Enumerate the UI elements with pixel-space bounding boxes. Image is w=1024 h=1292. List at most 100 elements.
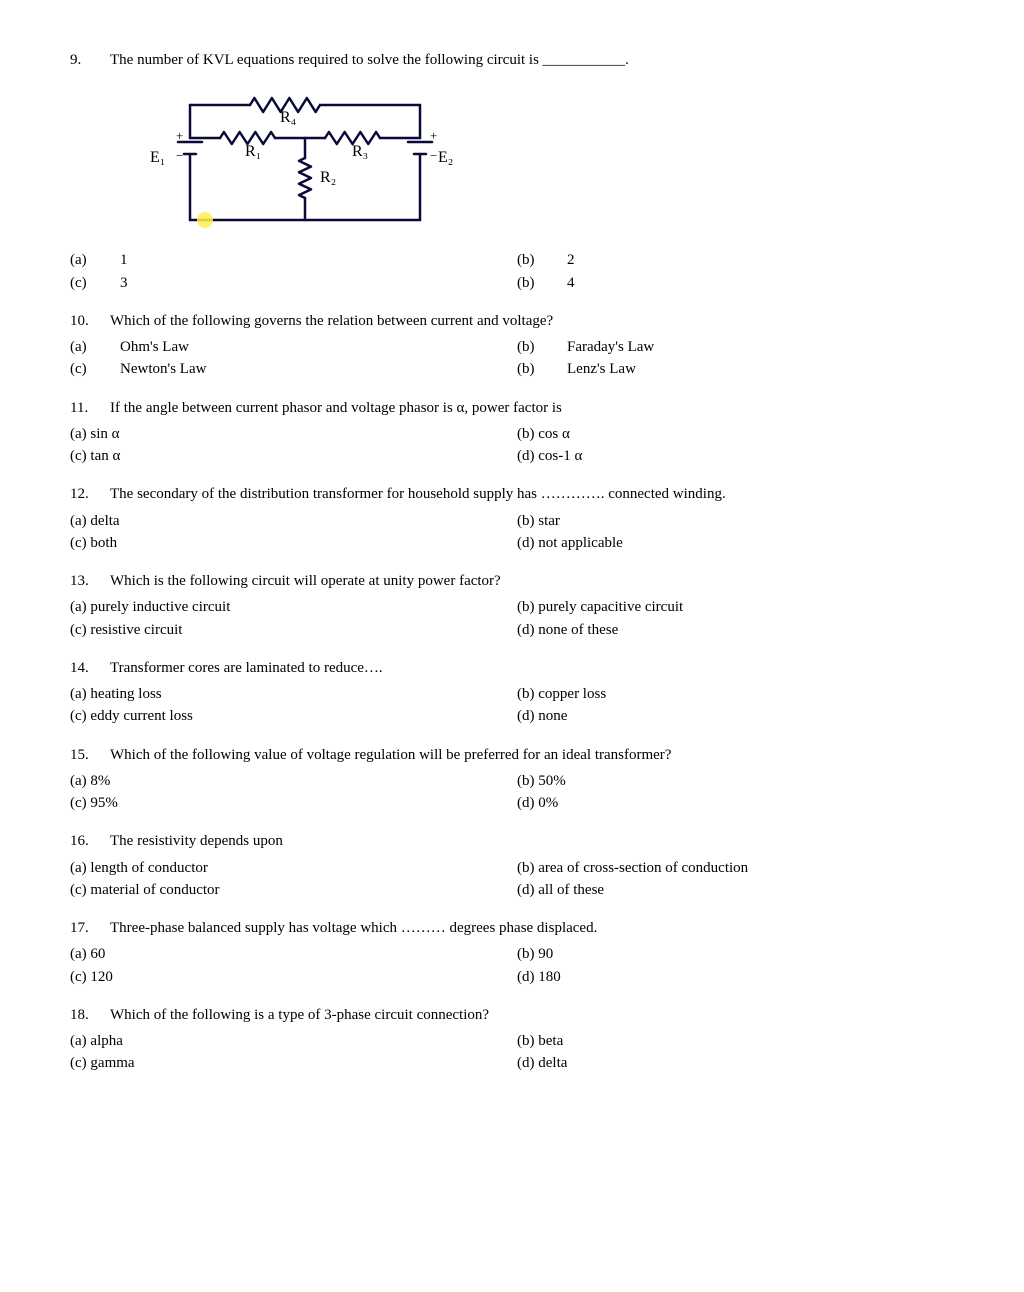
option: (d) all of these [517, 880, 964, 900]
svg-text:E₂: E₂ [438, 149, 453, 166]
option-label: (a) [70, 426, 87, 442]
option-label: (d) [517, 1055, 535, 1071]
option: (b) area of cross-section of conduction [517, 858, 964, 878]
question: 10.Which of the following governs the re… [60, 311, 964, 380]
option-label: (c) [70, 448, 87, 464]
option: (c)3 [70, 273, 517, 293]
option: (a) 8% [70, 771, 517, 791]
option-text: 90 [538, 946, 553, 962]
options-grid: (a)Ohm's Law(b)Faraday's Law(c)Newton's … [70, 337, 964, 380]
option-label: (a) [70, 599, 87, 615]
option-label: (a) [70, 513, 87, 529]
option-label: (c) [70, 969, 87, 985]
option-label: (c) [70, 535, 87, 551]
question: 9.The number of KVL equations required t… [60, 50, 964, 293]
options-grid: (a) purely inductive circuit (b) purely c… [70, 597, 964, 640]
option: (b) purely capacitive circuit [517, 597, 964, 617]
option-text: none [538, 708, 567, 724]
option-text: both [90, 535, 117, 551]
question-row: 10.Which of the following governs the re… [60, 311, 964, 331]
option-text: 2 [567, 250, 575, 270]
option-text: area of cross-section of conduction [538, 860, 748, 876]
option-label: (d) [517, 622, 535, 638]
option: (a)Ohm's Law [70, 337, 517, 357]
option-text: 1 [120, 250, 128, 270]
question-row: 17.Three-phase balanced supply has volta… [60, 918, 964, 938]
option-label: (d) [517, 795, 535, 811]
options-grid: (a) 8%(b) 50%(c) 95%(d) 0% [70, 771, 964, 814]
option-label: (b) [517, 1033, 535, 1049]
option-text: 0% [538, 795, 558, 811]
option-text: sin α [90, 426, 119, 442]
option-label: (c) [70, 708, 87, 724]
question-text: The resistivity depends upon [110, 831, 964, 851]
question: 17.Three-phase balanced supply has volta… [60, 918, 964, 987]
svg-text:+: + [430, 128, 437, 143]
option-text: beta [538, 1033, 563, 1049]
option-text: 120 [90, 969, 113, 985]
option: (b) 50% [517, 771, 964, 791]
question-number: 14. [60, 658, 110, 678]
question-row: 15.Which of the following value of volta… [60, 745, 964, 765]
option: (c) gamma [70, 1053, 517, 1073]
question: 13.Which is the following circuit will o… [60, 571, 964, 640]
question: 16.The resistivity depends upon(a) lengt… [60, 831, 964, 900]
option-text: not applicable [538, 535, 623, 551]
option-label: (b) [517, 273, 567, 293]
option-label: (d) [517, 448, 535, 464]
option-text: gamma [90, 1055, 134, 1071]
option-text: purely inductive circuit [90, 599, 230, 615]
option: (a) alpha [70, 1031, 517, 1051]
option-text: 50% [538, 773, 566, 789]
options-grid: (a) heating loss(b) copper loss(c) eddy … [70, 684, 964, 727]
option-text: all of these [538, 882, 604, 898]
question: 15.Which of the following value of volta… [60, 745, 964, 814]
question-row: 16.The resistivity depends upon [60, 831, 964, 851]
option-label: (c) [70, 622, 87, 638]
option-text: Ohm's Law [120, 337, 189, 357]
option-text: Lenz's Law [567, 359, 636, 379]
option: (c) both [70, 533, 517, 553]
option: (c)Newton's Law [70, 359, 517, 379]
question-text: Which of the following governs the relat… [110, 311, 964, 331]
option-label: (c) [70, 273, 120, 293]
option: (a)1 [70, 250, 517, 270]
options-grid: (a)1(b)2(c)3(b)4 [70, 250, 964, 293]
option-text: star [538, 513, 560, 529]
option-text: 95% [90, 795, 118, 811]
question-text: Three-phase balanced supply has voltage … [110, 918, 964, 938]
option: (d) 180 [517, 967, 964, 987]
option-text: delta [538, 1055, 567, 1071]
option: (b) star [517, 511, 964, 531]
questions-container: 9.The number of KVL equations required t… [60, 50, 964, 1074]
question-text: The number of KVL equations required to … [110, 50, 964, 70]
question-text: Which is the following circuit will oper… [110, 571, 964, 591]
option: (c) resistive circuit [70, 620, 517, 640]
option-text: alpha [90, 1033, 122, 1049]
option: (c) eddy current loss [70, 706, 517, 726]
option: (b)Faraday's Law [517, 337, 964, 357]
option-text: 8% [90, 773, 110, 789]
question: 18.Which of the following is a type of 3… [60, 1005, 964, 1074]
option-text: cos-1 α [538, 448, 582, 464]
question: 11.If the angle between current phasor a… [60, 398, 964, 467]
option-label: (b) [517, 426, 535, 442]
svg-text:+: + [176, 128, 183, 143]
option-label: (a) [70, 250, 120, 270]
option: (c) 120 [70, 967, 517, 987]
option-label: (b) [517, 860, 535, 876]
question-number: 9. [60, 50, 110, 70]
option: (d) none [517, 706, 964, 726]
option: (b)Lenz's Law [517, 359, 964, 379]
option-text: Newton's Law [120, 359, 206, 379]
svg-text:R₂: R₂ [320, 169, 336, 186]
option-text: resistive circuit [90, 622, 182, 638]
option-text: 60 [90, 946, 105, 962]
option-text: delta [90, 513, 119, 529]
option: (a) delta [70, 511, 517, 531]
option: (c) tan α [70, 446, 517, 466]
option-label: (b) [517, 773, 535, 789]
option-label: (d) [517, 882, 535, 898]
options-grid: (a) delta(b) star(c) both(d) not applica… [70, 511, 964, 554]
option-label: (b) [517, 599, 535, 615]
